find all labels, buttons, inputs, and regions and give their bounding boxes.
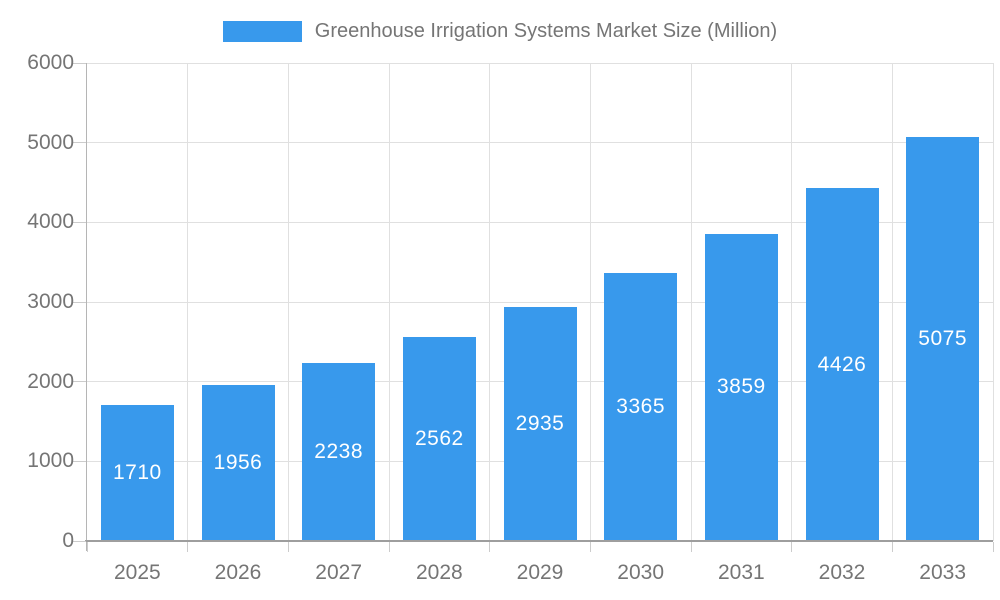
bar-value-label: 5075 (918, 326, 968, 350)
h-gridline (87, 142, 993, 144)
y-tick (72, 142, 86, 144)
plot-area: 1710 1956 2238 2562 2935 3365 3859 4426 5075 (72, 62, 994, 552)
y-tick (72, 381, 86, 383)
y-axis-tick-label: 4000 (27, 210, 74, 234)
y-tick (72, 62, 86, 64)
v-gridline (992, 63, 994, 541)
x-tick (388, 542, 390, 552)
bar-value-label: 1710 (112, 460, 162, 484)
y-axis-tick-label: 3000 (27, 290, 74, 313)
bar-value-label: 1956 (213, 451, 263, 475)
bar-2031[interactable]: 3859 (704, 233, 778, 541)
bar-value-label: 3365 (616, 394, 666, 418)
bar-value-label: 2935 (515, 412, 565, 436)
h-gridline (87, 221, 993, 223)
v-gridline (589, 63, 591, 541)
y-axis-tick-label: 1000 (27, 449, 74, 473)
v-gridline (690, 63, 692, 541)
x-tick (589, 542, 591, 552)
bar-value-label: 3859 (716, 375, 766, 399)
x-axis-tick-label: 2030 (617, 561, 665, 584)
x-tick (791, 542, 793, 552)
y-tick (72, 460, 86, 462)
y-axis-tick-label: 2000 (27, 369, 74, 393)
bar-2026[interactable]: 1956 (201, 385, 275, 541)
x-axis-tick-label: 2028 (415, 561, 463, 584)
chart-legend[interactable]: Greenhouse Irrigation Systems Market Siz… (0, 21, 1000, 42)
y-axis-line (86, 63, 87, 551)
x-tick (187, 542, 189, 552)
bar-2025[interactable]: 1710 (100, 404, 174, 541)
y-tick (72, 540, 86, 542)
h-gridline (87, 301, 993, 303)
x-axis-line (85, 540, 993, 542)
v-gridline (489, 63, 491, 541)
bar-value-label: 2238 (314, 439, 364, 463)
bar-value-label: 4426 (817, 352, 867, 376)
x-axis-tick-label: 2031 (717, 561, 765, 584)
x-tick (891, 542, 893, 552)
v-gridline (388, 63, 390, 541)
bar-2030[interactable]: 3365 (604, 272, 678, 541)
x-tick (86, 542, 88, 552)
y-axis-tick-label: 6000 (27, 51, 74, 74)
y-tick (72, 221, 86, 223)
x-axis-tick-label: 2032 (818, 561, 866, 584)
y-axis-tick-label: 5000 (27, 130, 74, 154)
bar-2028[interactable]: 2562 (402, 336, 476, 541)
bar-2027[interactable]: 2238 (302, 362, 376, 541)
v-gridline (287, 63, 289, 541)
x-axis-tick-label: 2029 (516, 561, 564, 584)
y-tick (72, 301, 86, 303)
x-axis-tick-label: 2026 (214, 561, 262, 584)
x-axis-tick-label: 2025 (113, 561, 161, 584)
x-tick (489, 542, 491, 552)
x-tick (287, 542, 289, 552)
h-gridline (87, 62, 993, 64)
legend-label: Greenhouse Irrigation Systems Market Siz… (314, 20, 778, 42)
bar-2029[interactable]: 2935 (503, 307, 577, 541)
v-gridline (791, 63, 793, 541)
bar-2032[interactable]: 4426 (805, 188, 879, 541)
bar-value-label: 2562 (414, 426, 464, 450)
bar-2033[interactable]: 5075 (906, 136, 980, 541)
x-tick (992, 542, 994, 552)
x-tick (690, 542, 692, 552)
x-axis-tick-label: 2027 (315, 561, 363, 584)
x-axis-tick-label: 2033 (919, 561, 967, 584)
v-gridline (891, 63, 893, 541)
v-gridline (187, 63, 189, 541)
y-axis-tick-label: 0 (62, 529, 74, 552)
legend-swatch (222, 21, 302, 42)
